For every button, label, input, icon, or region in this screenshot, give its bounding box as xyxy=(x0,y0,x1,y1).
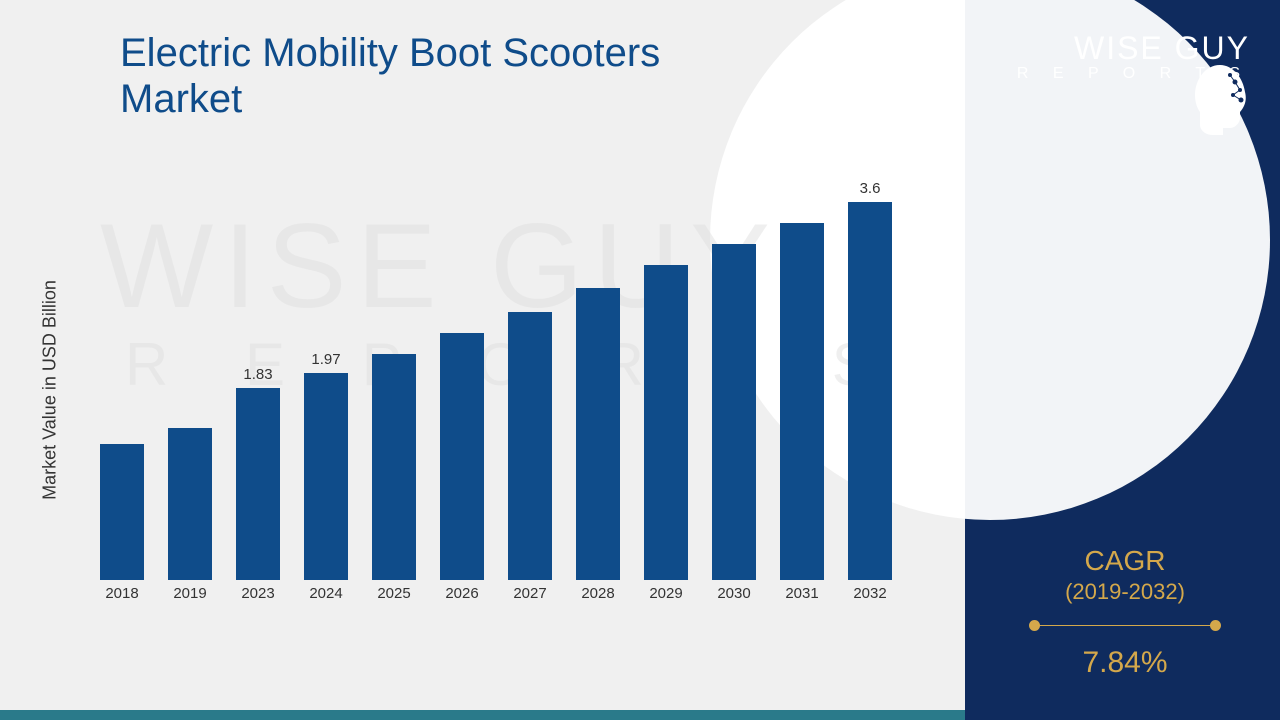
x-axis-tick: 2025 xyxy=(362,585,426,602)
bar xyxy=(100,444,144,581)
x-axis-tick: 2031 xyxy=(770,585,834,602)
x-axis-tick: 2019 xyxy=(158,585,222,602)
bar xyxy=(576,288,620,580)
cagr-years: (2019-2032) xyxy=(1000,579,1250,605)
x-axis-tick: 2023 xyxy=(226,585,290,602)
plot-region: 201820191.8320231.9720242025202620272028… xyxy=(95,160,910,580)
cagr-divider xyxy=(1035,625,1215,626)
x-axis-tick: 2028 xyxy=(566,585,630,602)
bar: 1.97 xyxy=(304,373,348,580)
bar-value-label: 3.6 xyxy=(848,180,892,197)
bottom-accent-bar xyxy=(0,710,965,720)
bar-value-label: 1.83 xyxy=(236,366,280,383)
bar xyxy=(168,428,212,580)
x-axis-tick: 2024 xyxy=(294,585,358,602)
x-axis-tick: 2030 xyxy=(702,585,766,602)
x-axis-tick: 2027 xyxy=(498,585,562,602)
bar xyxy=(508,312,552,580)
x-axis-tick: 2026 xyxy=(430,585,494,602)
bar: 3.6 xyxy=(848,202,892,580)
head-icon xyxy=(1185,60,1255,140)
chart-title: Electric Mobility Boot Scooters Market xyxy=(120,30,760,122)
bar xyxy=(440,333,484,580)
cagr-value: 7.84% xyxy=(1000,646,1250,680)
bar-value-label: 1.97 xyxy=(304,351,348,368)
chart-area: Market Value in USD Billion 201820191.83… xyxy=(60,160,910,620)
x-axis-tick: 2029 xyxy=(634,585,698,602)
y-axis-label: Market Value in USD Billion xyxy=(40,280,61,500)
bar xyxy=(644,265,688,580)
bar xyxy=(780,223,824,580)
x-axis-tick: 2032 xyxy=(838,585,902,602)
bar xyxy=(712,244,756,580)
bar: 1.83 xyxy=(236,388,280,580)
brand-logo: WISE GUY R E P O R T S xyxy=(1017,30,1250,83)
cagr-title: CAGR xyxy=(1000,545,1250,577)
bar xyxy=(372,354,416,580)
x-axis-tick: 2018 xyxy=(90,585,154,602)
cagr-block: CAGR (2019-2032) 7.84% xyxy=(1000,545,1250,680)
